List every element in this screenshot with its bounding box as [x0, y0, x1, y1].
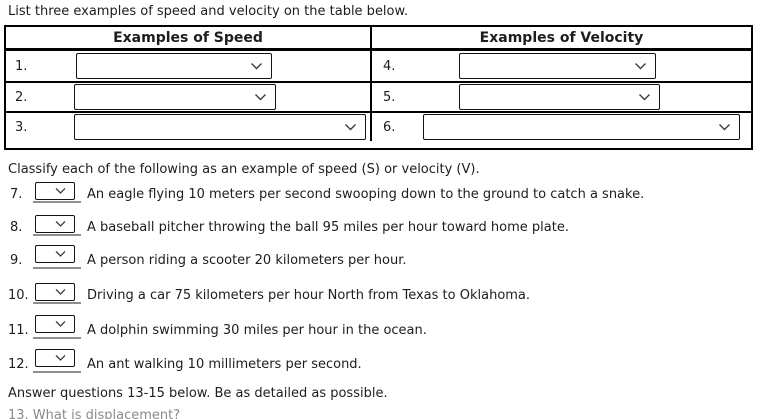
question-number: 12.	[8, 357, 29, 372]
row-number-2: 2.	[15, 89, 28, 105]
chevron-down-icon	[250, 62, 263, 70]
velocity-cell-5: 5.	[372, 83, 751, 111]
question-number: 7.	[10, 187, 23, 202]
velocity-example-5-select[interactable]	[459, 84, 660, 110]
speed-cell-3: 3.	[6, 113, 372, 141]
answer-blank	[33, 315, 81, 339]
velocity-example-6-select[interactable]	[423, 114, 740, 140]
chevron-down-icon	[718, 123, 731, 131]
answer-blank	[33, 245, 81, 269]
question-text: A baseball pitcher throwing the ball 95 …	[87, 220, 569, 235]
blank-underline	[33, 302, 81, 304]
instruction-classify: Classify each of the following as an exa…	[8, 162, 480, 177]
classify-row-8: 8. A baseball pitcher throwing the ball …	[10, 215, 760, 236]
speed-example-2-select[interactable]	[74, 84, 276, 110]
row-number-1: 1.	[15, 58, 28, 74]
question-number: 8.	[10, 220, 23, 235]
chevron-down-icon	[55, 221, 66, 228]
q10-answer-select[interactable]	[35, 283, 75, 301]
velocity-example-4-select[interactable]	[459, 53, 656, 79]
chevron-down-icon	[55, 188, 66, 195]
q7-answer-select[interactable]	[35, 182, 75, 200]
row-number-3: 3.	[15, 119, 28, 135]
velocity-cell-4: 4.	[372, 51, 751, 81]
table-row: 3. 6.	[6, 111, 751, 141]
velocity-column-header: Examples of Velocity	[479, 29, 644, 46]
blank-underline	[33, 201, 81, 203]
q9-answer-select[interactable]	[35, 245, 75, 263]
classify-row-10: 10. Driving a car 75 kilometers per hour…	[8, 283, 760, 304]
classify-row-12: 12. An ant walking 10 millimeters per se…	[8, 349, 760, 373]
table-row: 1. 4.	[6, 51, 751, 81]
chevron-down-icon	[638, 93, 651, 101]
instruction-list: List three examples of speed and velocit…	[8, 4, 409, 19]
row-number-6: 6.	[383, 119, 396, 135]
question-text: Driving a car 75 kilometers per hour Nor…	[87, 288, 531, 303]
row-number-4: 4.	[383, 58, 396, 74]
chevron-down-icon	[55, 289, 66, 296]
blank-underline	[33, 267, 81, 269]
chevron-down-icon	[55, 321, 66, 328]
q8-answer-select[interactable]	[35, 215, 75, 233]
speed-cell-2: 2.	[6, 83, 372, 111]
velocity-cell-6: 6.	[372, 113, 751, 141]
table-row: 2. 5.	[6, 81, 751, 111]
question-number: 10.	[8, 288, 29, 303]
q12-answer-select[interactable]	[35, 349, 75, 367]
speed-example-1-select[interactable]	[76, 53, 272, 79]
row-number-5: 5.	[383, 89, 396, 105]
blank-underline	[33, 234, 81, 236]
blank-underline	[33, 371, 81, 373]
answer-blank	[33, 280, 81, 304]
speed-column-header: Examples of Speed	[6, 27, 372, 48]
chevron-down-icon	[634, 62, 647, 70]
examples-table: Examples of Speed Examples of Velocity 1…	[4, 25, 753, 150]
question-number: 9.	[10, 253, 23, 268]
classify-row-9: 9. A person riding a scooter 20 kilomete…	[10, 245, 760, 269]
speed-example-3-select[interactable]	[74, 114, 366, 140]
next-question-partial: 13. What is displacement?	[8, 408, 181, 419]
question-number: 11.	[8, 323, 29, 338]
answer-blank	[33, 179, 81, 203]
classify-row-7: 7. An eagle flying 10 meters per second …	[10, 182, 760, 203]
answer-blank	[33, 212, 81, 236]
chevron-down-icon	[254, 93, 267, 101]
chevron-down-icon	[344, 123, 357, 131]
question-text: An eagle flying 10 meters per second swo…	[87, 187, 645, 202]
chevron-down-icon	[55, 355, 66, 362]
table-header-row: Examples of Speed Examples of Velocity	[6, 27, 751, 51]
classify-row-11: 11. A dolphin swimming 30 miles per hour…	[8, 315, 760, 339]
blank-underline	[33, 337, 81, 339]
instruction-answer: Answer questions 13-15 below. Be as deta…	[8, 386, 388, 401]
answer-blank	[33, 349, 81, 373]
speed-cell-1: 1.	[6, 51, 372, 81]
question-text: An ant walking 10 millimeters per second…	[87, 357, 362, 372]
q11-answer-select[interactable]	[35, 315, 75, 333]
chevron-down-icon	[55, 251, 66, 258]
question-text: A dolphin swimming 30 miles per hour in …	[87, 323, 427, 338]
question-text: A person riding a scooter 20 kilometers …	[87, 253, 407, 268]
